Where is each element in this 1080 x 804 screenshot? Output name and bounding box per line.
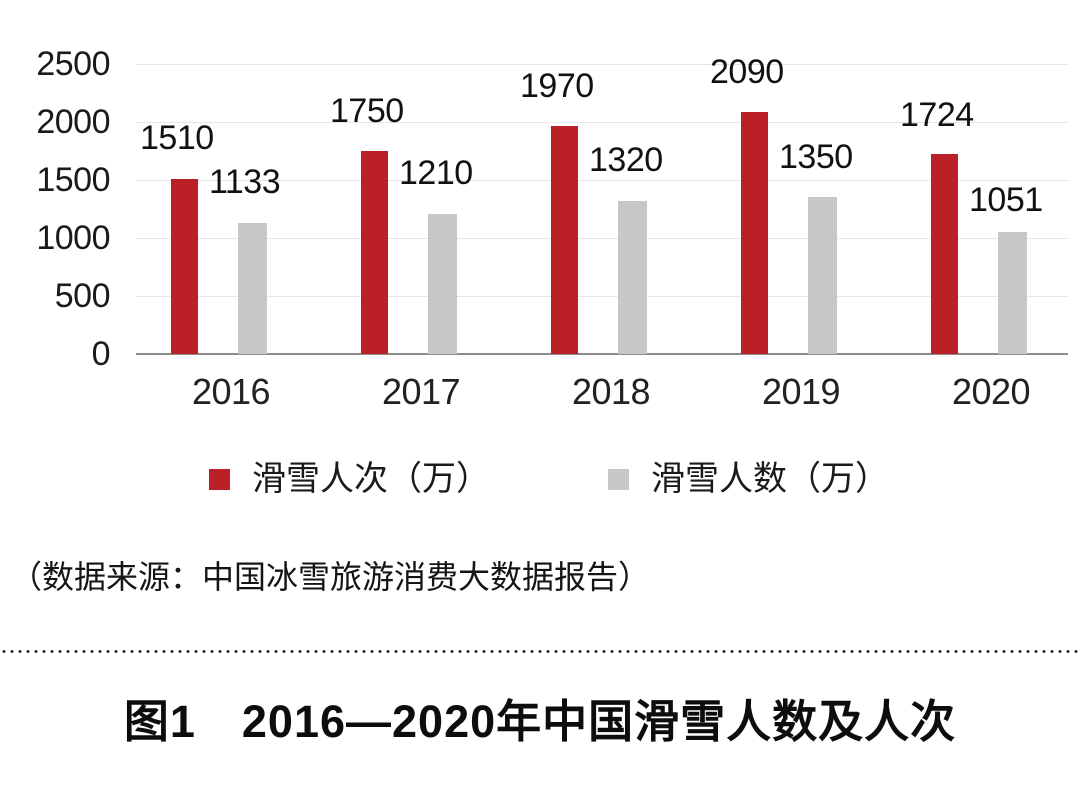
gridline-1500 bbox=[136, 180, 1068, 181]
x-tick-label-2019: 2019 bbox=[761, 371, 841, 412]
bar-2020-skiers[interactable] bbox=[998, 232, 1027, 354]
x-tick-label-2018: 2018 bbox=[571, 371, 651, 412]
value-label-2019-skier-visits: 2090 bbox=[710, 53, 784, 91]
bar-2019-skiers[interactable] bbox=[808, 197, 837, 354]
bar-2018-skier-visits[interactable] bbox=[551, 125, 578, 354]
legend-swatch-icon-skier-visits bbox=[209, 468, 230, 490]
bar-2018-skiers[interactable] bbox=[618, 200, 647, 354]
plot-area bbox=[136, 64, 1068, 355]
y-axis: 2500 2000 1500 1000 500 0 bbox=[0, 0, 118, 430]
value-label-2019-skiers: 1350 bbox=[779, 138, 853, 176]
value-label-2020-skiers: 1051 bbox=[969, 181, 1043, 219]
bar-2017-skiers[interactable] bbox=[428, 213, 457, 354]
bar-chart: 2500 2000 1500 1000 500 0 bbox=[0, 0, 1068, 430]
legend-label-skiers: 滑雪人数（万） bbox=[651, 460, 889, 498]
bar-2017-skier-visits[interactable] bbox=[361, 151, 388, 354]
y-tick-label: 0 bbox=[91, 335, 111, 373]
legend-item-skiers[interactable]: 滑雪人数（万） bbox=[608, 455, 889, 503]
gridline-1000 bbox=[136, 238, 1068, 239]
y-tick-label: 2500 bbox=[36, 45, 110, 83]
x-tick-label-2020: 2020 bbox=[951, 371, 1031, 412]
x-tick-label-2016: 2016 bbox=[191, 371, 271, 412]
gridline-0-axis bbox=[136, 353, 1068, 355]
bar-2016-skiers[interactable] bbox=[238, 222, 267, 354]
bar-2020-skier-visits[interactable] bbox=[931, 154, 958, 354]
y-tick-label: 500 bbox=[54, 277, 111, 315]
x-tick-label-2017: 2017 bbox=[381, 371, 461, 412]
y-tick-label: 1500 bbox=[36, 161, 110, 199]
value-label-2020-skier-visits: 1724 bbox=[900, 96, 974, 134]
source-note: （数据来源：中国冰雪旅游消费大数据报告） bbox=[10, 558, 651, 596]
legend-item-skier-visits[interactable]: 滑雪人次（万） bbox=[209, 455, 490, 503]
value-label-2017-skiers: 1210 bbox=[399, 154, 473, 192]
y-tick-label: 2000 bbox=[36, 103, 110, 141]
value-label-2016-skiers: 1133 bbox=[209, 163, 281, 201]
figure-caption: 图1 2016—2020年中国滑雪人数及人次 bbox=[123, 696, 957, 747]
y-tick-label: 1000 bbox=[36, 219, 110, 257]
value-label-2016-skier-visits: 1510 bbox=[140, 119, 214, 157]
value-label-2018-skier-visits: 1970 bbox=[520, 67, 594, 105]
bar-2019-skier-visits[interactable] bbox=[741, 111, 768, 354]
value-label-2017-skier-visits: 1750 bbox=[330, 92, 404, 130]
bar-2016-skier-visits[interactable] bbox=[171, 178, 198, 354]
legend-swatch-icon-skiers bbox=[608, 468, 629, 490]
legend-label-skier-visits: 滑雪人次（万） bbox=[252, 460, 490, 498]
dotted-divider bbox=[0, 650, 1080, 653]
value-label-2018-skiers: 1320 bbox=[589, 141, 663, 179]
gridline-2000 bbox=[136, 122, 1068, 123]
gridline-2500 bbox=[136, 64, 1068, 65]
gridline-500 bbox=[136, 296, 1068, 297]
chart-legend: 滑雪人次（万） 滑雪人数（万） bbox=[0, 455, 1080, 513]
